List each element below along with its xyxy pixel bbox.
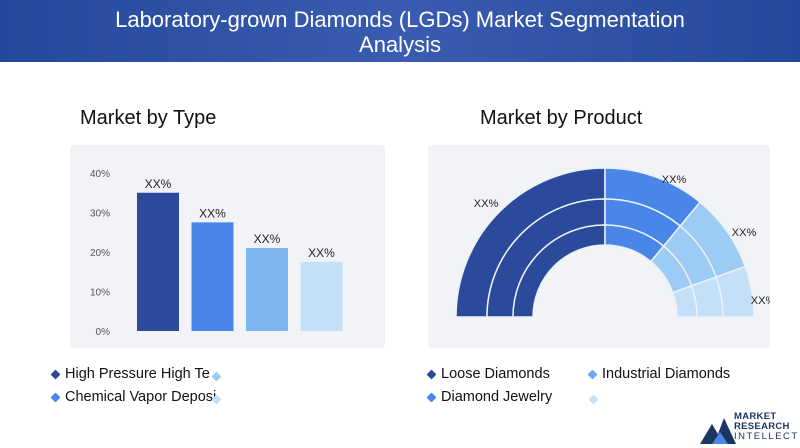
bar-data-label-3: XX% [254,232,281,246]
page-title-line1: Laboratory-grown Diamonds (LGDs) Market … [115,7,685,32]
bar-data-label-1: XX% [145,177,172,191]
y-tick-label: 30% [90,209,110,220]
bar-chart-panel: 0% 10% 20% 30% 40% XX% XX% XX% XX% [70,145,385,348]
market-by-product-title: Market by Product [480,107,643,129]
legend-diamond-icon [50,392,61,402]
product-legend-label-2: Industrial Diamonds [602,366,731,382]
mountain-logo-icon [700,418,736,444]
page-title-line2: Analysis [359,32,441,57]
bar-chart: 0% 10% 20% 30% 40% XX% XX% XX% XX% [90,169,343,338]
product-legend-label-1: Loose Diamonds [441,366,550,382]
donut-chart-panel: XX% XX% XX% XX% [428,145,775,348]
legend-diamond-icon [587,369,598,379]
donut-data-label-1: XX% [474,198,499,210]
legend-diamond-icon [426,392,437,402]
company-logo-text: MARKET RESEARCH INTELLECT [734,412,799,442]
y-tick-label: 40% [90,169,110,180]
legend-diamond-icon [50,369,61,379]
type-legend-marker-3 [211,371,222,382]
market-by-type-title: Market by Type [80,107,217,129]
bar-1 [137,192,179,331]
y-tick-label: 10% [90,288,110,299]
type-legend-item-1: High Pressure High Te [50,366,210,382]
bar-4 [300,261,343,331]
product-legend-marker-4 [588,394,599,405]
donut-data-label-2: XX% [662,174,687,186]
bar-data-label-2: XX% [199,206,226,220]
bar-data-label-4: XX% [308,246,335,260]
logo-line-1: MARKET [734,411,777,422]
logo-line-3: INTELLECT [734,431,799,442]
donut-slice-4-ring-3 [671,284,698,318]
product-legend-item-2: Industrial Diamonds [587,366,731,382]
y-tick-label: 0% [96,327,111,338]
bar-3 [246,248,288,331]
donut-data-label-3: XX% [732,227,757,239]
type-legend-label-1: High Pressure High Te [65,366,210,382]
type-legend-item-2: Chemical Vapor Deposi [50,389,217,405]
donut-data-label-4: XX% [751,295,770,307]
product-legend-item-3: Diamond Jewelry [426,389,553,405]
donut-chart: XX% XX% XX% XX% [455,167,775,318]
legend-diamond-icon [426,369,437,379]
type-legend-label-2: Chemical Vapor Deposi [65,389,217,405]
header-banner: Laboratory-grown Diamonds (LGDs) Market … [0,0,800,62]
y-tick-label: 20% [90,248,110,259]
bar-2 [191,222,234,331]
logo-line-2: RESEARCH [734,421,790,432]
product-legend-label-3: Diamond Jewelry [441,389,553,405]
product-legend-item-1: Loose Diamonds [426,366,550,382]
